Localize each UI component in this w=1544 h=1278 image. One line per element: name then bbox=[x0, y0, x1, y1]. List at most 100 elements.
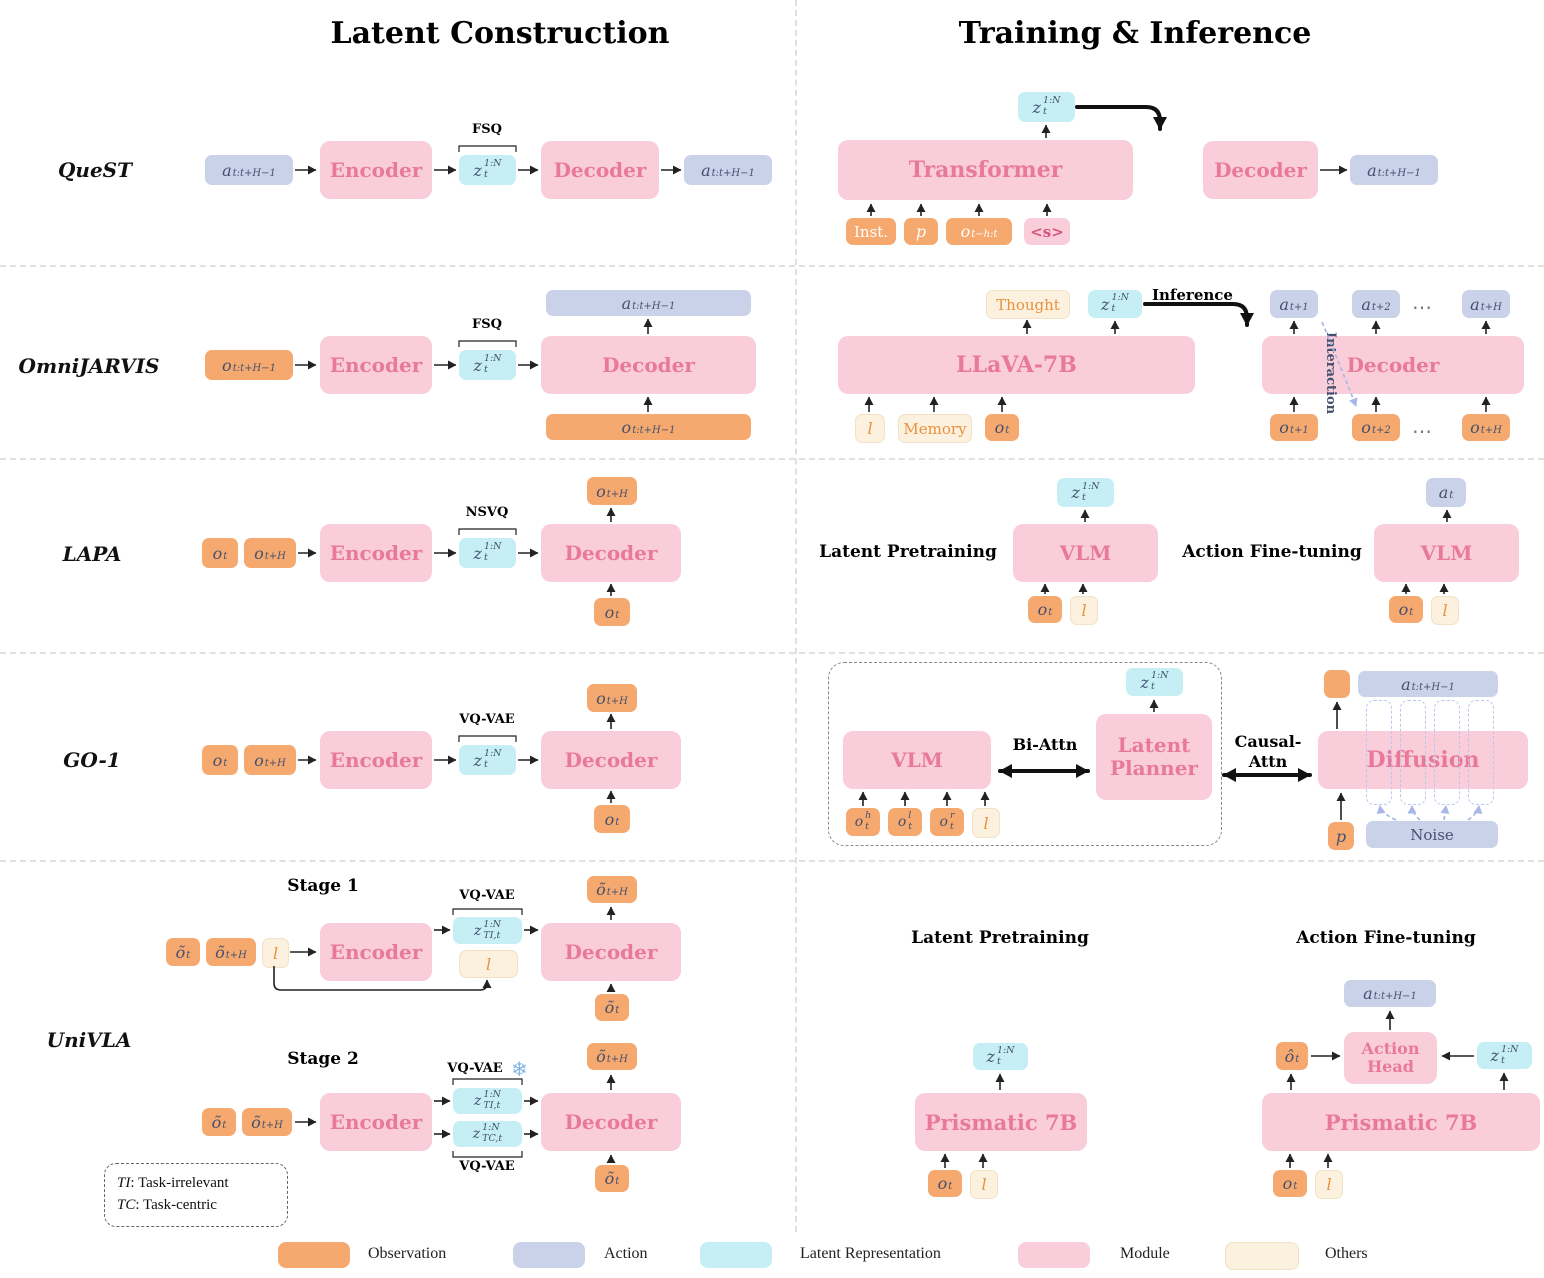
math-base: z bbox=[1071, 483, 1080, 502]
math-sub: t bbox=[1111, 303, 1116, 314]
math-sub: t:t+H−1 bbox=[711, 167, 755, 179]
math-base: z bbox=[473, 750, 482, 770]
math-sup: 1:N bbox=[1500, 1043, 1519, 1055]
math-sup: 1:N bbox=[482, 1122, 500, 1134]
proprioception-chip: p bbox=[1328, 822, 1354, 850]
observation-tH-chip: o t+H bbox=[1462, 414, 1510, 441]
action-finetuning-label: Action Fine-tuning bbox=[1182, 542, 1362, 562]
causal-attn-label-line2: Attn bbox=[1248, 752, 1288, 771]
math-sub: t bbox=[996, 1055, 1001, 1067]
action-sequence-output-chip: a t:t+H−1 bbox=[1358, 671, 1498, 697]
decoder-module: Decoder bbox=[1203, 141, 1318, 199]
elbow-arrow bbox=[1075, 105, 1167, 131]
observation-future-output-chip: o t+H bbox=[587, 477, 637, 505]
math-sub: t+2 bbox=[1371, 301, 1391, 313]
math-base: o bbox=[1361, 418, 1371, 437]
math-sub: t bbox=[948, 1181, 953, 1192]
diffusion-token-slot bbox=[1468, 700, 1494, 805]
math-base: a bbox=[222, 160, 232, 180]
math-scripts: 1:N t bbox=[484, 159, 502, 180]
math-sup: 1:N bbox=[483, 918, 501, 930]
math-sub: TI,t bbox=[483, 929, 501, 941]
legend-label-action: Action bbox=[604, 1245, 648, 1262]
divider-row3 bbox=[0, 652, 1544, 654]
note-line-ti: TI: Task-irrelevant bbox=[117, 1173, 275, 1195]
math-base: a bbox=[701, 160, 711, 180]
math-base: l bbox=[867, 419, 873, 438]
math-base: o bbox=[939, 814, 948, 830]
transformer-module: Transformer bbox=[838, 140, 1133, 200]
observation-t1-chip: o t+1 bbox=[1270, 414, 1318, 441]
bracket bbox=[452, 908, 523, 915]
math-base: o bbox=[1279, 418, 1289, 437]
vlm-module: VLM bbox=[1013, 524, 1158, 582]
math-base: a bbox=[1367, 160, 1377, 180]
math-sub: t+H bbox=[261, 1119, 283, 1131]
math-sub: t−h:t bbox=[971, 229, 998, 240]
legend-swatch-latent bbox=[700, 1242, 772, 1268]
math-sub: t:t+H−1 bbox=[232, 362, 276, 374]
math-scripts: 1:N t bbox=[1043, 96, 1061, 117]
latent-planner-line2: Planner bbox=[1110, 756, 1198, 780]
math-scripts: 1:N t bbox=[1111, 293, 1129, 314]
thin-arrows bbox=[273, 124, 1509, 1168]
observation-sequence-chip: o t:t+H−1 bbox=[205, 350, 293, 380]
math-sub: t bbox=[615, 1005, 620, 1016]
math-sup: 1:N bbox=[1081, 480, 1100, 492]
math-base: a bbox=[1361, 294, 1371, 314]
math-base: a bbox=[1470, 294, 1480, 314]
decoder-module: Decoder bbox=[541, 336, 756, 394]
row-label-univla: UniVLA bbox=[46, 1028, 132, 1052]
math-sub: t+1 bbox=[1289, 301, 1309, 313]
row-label-go1: GO-1 bbox=[63, 748, 121, 772]
math-sub: t bbox=[1500, 1054, 1505, 1066]
noise-arrow bbox=[1440, 805, 1450, 821]
math-sub: t bbox=[615, 816, 620, 828]
math-base: o bbox=[621, 417, 632, 437]
latent-z-chip: z 1:N t bbox=[459, 538, 516, 568]
math-base: a bbox=[621, 293, 632, 313]
latent-z-chip: z 1:N t bbox=[1126, 668, 1183, 696]
math-base: l bbox=[983, 813, 989, 833]
ellipsis: ⋯ bbox=[1412, 421, 1434, 443]
math-base: o bbox=[1470, 418, 1480, 437]
math-scripts: 1:N TI,t bbox=[483, 918, 501, 941]
encoder-module: Encoder bbox=[320, 336, 432, 394]
math-sup: l bbox=[908, 810, 912, 822]
math-sub: t bbox=[865, 821, 869, 832]
math-sup: 1:N bbox=[996, 1044, 1015, 1056]
elbow-arrow bbox=[1143, 302, 1254, 327]
math-sub: t:t+H−1 bbox=[1373, 991, 1417, 1002]
math-sub: t+2 bbox=[1371, 425, 1391, 436]
encoder-module: Encoder bbox=[320, 1093, 432, 1151]
latent-z-chip: z 1:N t bbox=[459, 350, 516, 380]
math-sub: t+H bbox=[1480, 425, 1502, 436]
math-sub: t bbox=[483, 552, 488, 563]
prismatic-module: Prismatic 7B bbox=[915, 1093, 1087, 1151]
latent-pretraining-label: Latent Pretraining bbox=[819, 542, 997, 562]
action-sequence-chip: a t:t+H−1 bbox=[205, 155, 293, 185]
nsvq-label: NSVQ bbox=[465, 505, 509, 520]
math-sup: 1:N bbox=[483, 748, 502, 760]
observation-t2-chip: o t+2 bbox=[1352, 414, 1400, 441]
math-base: õ bbox=[215, 942, 225, 962]
bi-attn-label: Bi-Attn bbox=[1012, 735, 1078, 754]
causal-attn-label-line1: Causal- bbox=[1234, 732, 1302, 751]
observation-history-chip: o t−h:t bbox=[946, 218, 1012, 245]
math-sub: t bbox=[223, 757, 228, 769]
math-sub: t bbox=[483, 364, 488, 375]
math-base: õ bbox=[604, 1169, 615, 1188]
observation-future-chip: o t+H bbox=[244, 538, 296, 568]
noise-arrow bbox=[1467, 805, 1483, 821]
latent-z-chip: z 1:N t bbox=[1477, 1042, 1532, 1069]
math-sub: t bbox=[483, 759, 488, 770]
note-ti-key: TI bbox=[117, 1175, 131, 1191]
math-sub: t:t+H−1 bbox=[632, 424, 676, 436]
math-base: o bbox=[960, 222, 971, 241]
